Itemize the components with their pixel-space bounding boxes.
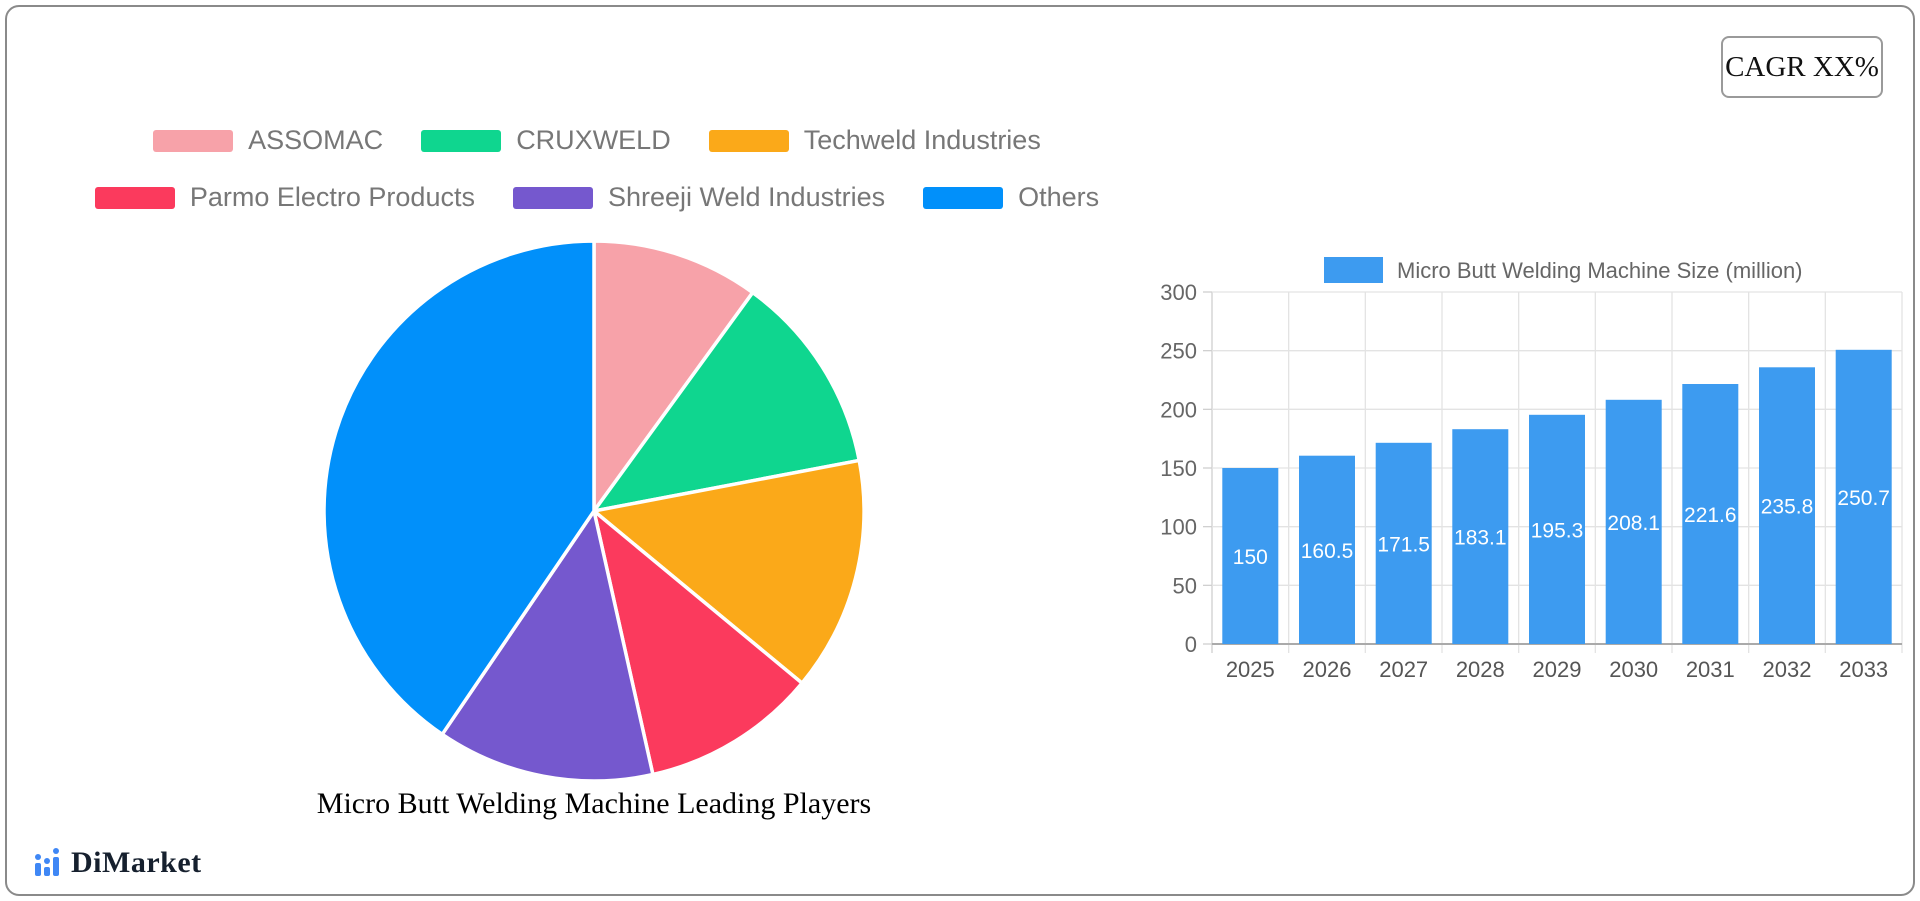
legend-item-techweld-industries: Techweld Industries bbox=[708, 125, 1041, 156]
legend-swatch bbox=[94, 186, 175, 209]
legend-item-cruxweld: CRUXWELD bbox=[421, 125, 671, 156]
bar-value-label: 160.5 bbox=[1301, 540, 1354, 563]
legend-swatch bbox=[153, 129, 234, 152]
logo-bar bbox=[35, 863, 41, 876]
bar-value-label: 250.7 bbox=[1837, 487, 1890, 510]
y-axis-tick-label: 300 bbox=[1160, 280, 1197, 305]
bar-chart-logo-icon bbox=[35, 848, 59, 876]
legend-row: Parmo Electro Products Shreeji Weld Indus… bbox=[94, 182, 1099, 213]
pie-chart-title: Micro Butt Welding Machine Leading Playe… bbox=[316, 787, 872, 820]
legend-item-shreeji-weld-industries: Shreeji Weld Industries bbox=[512, 182, 886, 213]
pie-slice-cruxweld bbox=[592, 290, 861, 513]
legend-item-parmo-electro-products: Parmo Electro Products bbox=[94, 182, 475, 213]
legend-label: Shreeji Weld Industries bbox=[607, 182, 886, 212]
legend-row: ASSOMAC CRUXWELD Techweld Industries bbox=[153, 125, 1041, 156]
y-axis-tick-label: 250 bbox=[1160, 339, 1197, 364]
pie-legend: ASSOMAC CRUXWELD Techweld Industries Parmo … bbox=[27, 125, 1167, 213]
legend-item-others: Others bbox=[923, 182, 1099, 213]
logo-dot bbox=[35, 854, 41, 860]
pie-slice-shreeji-weld-industries bbox=[440, 509, 655, 783]
bar-value-label: 183.1 bbox=[1454, 527, 1507, 550]
bar-2028 bbox=[1452, 429, 1509, 644]
x-axis-tick-label: 2032 bbox=[1763, 657, 1812, 682]
legend-label: CRUXWELD bbox=[516, 125, 671, 155]
logo-dot bbox=[53, 848, 59, 854]
pie-chart bbox=[299, 216, 889, 806]
bar-2033 bbox=[1835, 349, 1892, 644]
y-axis-tick-label: 0 bbox=[1185, 632, 1197, 657]
x-axis-tick-label: 2025 bbox=[1226, 657, 1275, 682]
x-axis-tick-label: 2027 bbox=[1379, 657, 1428, 682]
x-axis-tick-label: 2028 bbox=[1456, 657, 1505, 682]
y-axis-tick-label: 50 bbox=[1173, 573, 1197, 598]
bar-value-label: 150 bbox=[1233, 546, 1268, 569]
brand-logo: DiMarket bbox=[33, 846, 202, 880]
legend-swatch bbox=[708, 129, 789, 152]
report-card: CAGR XX% ASSOMAC CRUXWELD Techweld Industr… bbox=[5, 5, 1915, 896]
pie-slice-others bbox=[322, 239, 596, 737]
bar-2026 bbox=[1299, 455, 1355, 644]
bar-legend-label: Micro Butt Welding Machine Size (million… bbox=[1397, 258, 1803, 283]
bar-legend-swatch bbox=[1324, 257, 1383, 283]
x-axis-tick-label: 2026 bbox=[1303, 657, 1352, 682]
bar-value-label: 221.6 bbox=[1684, 504, 1737, 527]
x-axis-tick-label: 2033 bbox=[1839, 657, 1888, 682]
bar-value-label: 208.1 bbox=[1607, 512, 1660, 535]
x-axis-tick-label: 2030 bbox=[1609, 657, 1658, 682]
y-axis-tick-label: 150 bbox=[1160, 456, 1197, 481]
bar-2032 bbox=[1759, 367, 1815, 644]
legend-swatch bbox=[512, 186, 593, 209]
pie-slice-techweld-industries bbox=[592, 458, 866, 685]
bar-chart: 0 50 100 150 200 250 300 150 2025 160.5 2026 171.5 2… bbox=[1137, 242, 1920, 697]
bar-value-label: 171.5 bbox=[1377, 533, 1430, 556]
legend-label: Techweld Industries bbox=[803, 125, 1041, 155]
logo-bar bbox=[53, 857, 59, 876]
cagr-badge: CAGR XX% bbox=[1721, 36, 1883, 98]
brand-logo-text: DiMarket bbox=[71, 846, 202, 879]
pie-slice-parmo-electro-products bbox=[592, 509, 804, 777]
bar-2029 bbox=[1529, 414, 1585, 644]
x-axis-tick-label: 2029 bbox=[1533, 657, 1582, 682]
x-axis-tick-label: 2031 bbox=[1686, 657, 1735, 682]
bar-value-label: 195.3 bbox=[1531, 519, 1584, 542]
legend-swatch bbox=[421, 129, 502, 152]
legend-label: Parmo Electro Products bbox=[189, 182, 475, 212]
legend-swatch bbox=[923, 186, 1004, 209]
bar-2027 bbox=[1375, 442, 1432, 644]
pie-slice-assomac bbox=[592, 239, 755, 513]
legend-label: Others bbox=[1018, 182, 1100, 212]
y-axis-tick-label: 100 bbox=[1160, 515, 1197, 540]
legend-item-assomac: ASSOMAC bbox=[153, 125, 383, 156]
bar-2030 bbox=[1605, 399, 1662, 644]
logo-dot bbox=[44, 858, 50, 864]
logo-bar bbox=[44, 867, 50, 876]
legend-label: ASSOMAC bbox=[248, 125, 384, 155]
bar-value-label: 235.8 bbox=[1761, 496, 1814, 519]
bar-2025 bbox=[1222, 468, 1279, 644]
bar-2031 bbox=[1682, 384, 1739, 644]
y-axis-tick-label: 200 bbox=[1160, 397, 1197, 422]
